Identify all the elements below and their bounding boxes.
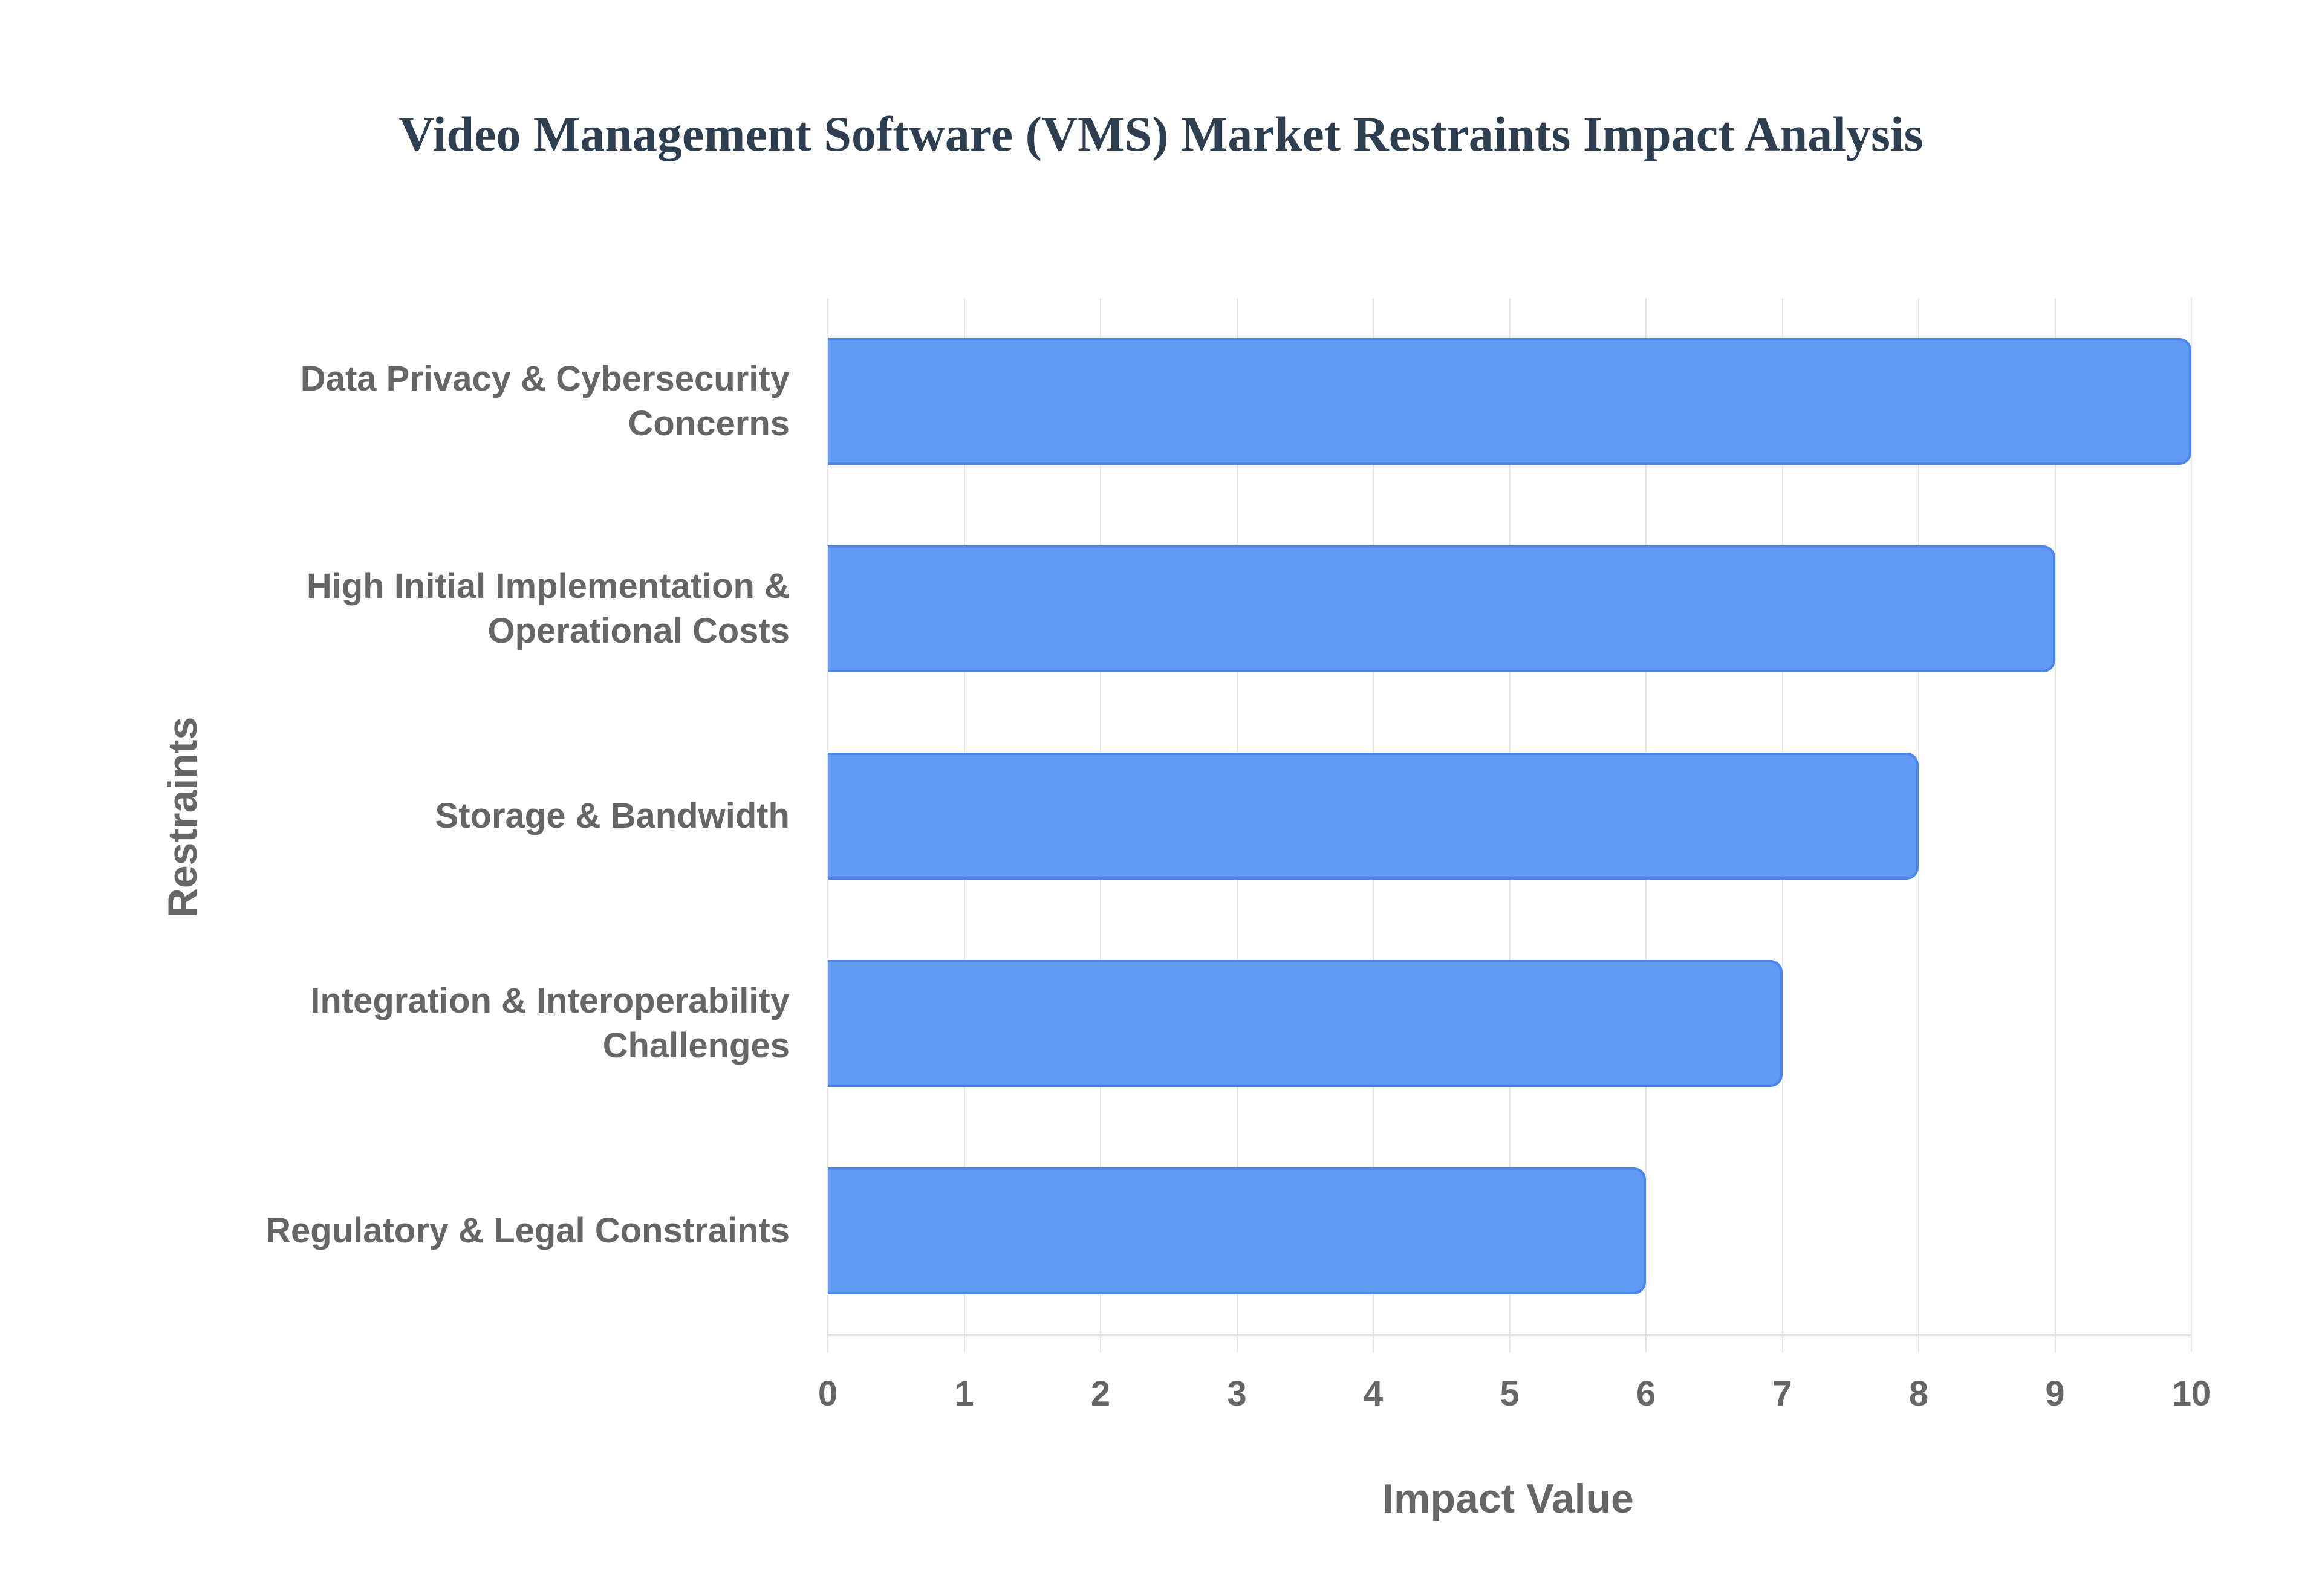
x-tick-label: 5 — [1500, 1374, 1520, 1413]
y-tick-label: Regulatory & Legal Constraints — [265, 1210, 790, 1250]
y-tick-label: Data Privacy & Cybersecurity Concerns — [300, 359, 790, 444]
y-tick-label: High Initial Implementation & Operational… — [306, 566, 790, 651]
plot-area — [827, 298, 2192, 1352]
chart-title: Video Management Software (VMS) Market R… — [398, 106, 1924, 161]
gridline — [1918, 298, 1919, 1352]
x-tick-label: 7 — [1772, 1374, 1792, 1413]
x-tick-label: 8 — [1908, 1374, 1929, 1413]
x-tick-label: 6 — [1636, 1374, 1656, 1413]
y-tick-label: Integration & Interoperability Challenges — [310, 981, 790, 1065]
x-tick-label: 2 — [1090, 1374, 1111, 1413]
bar[interactable] — [828, 959, 1783, 1087]
gridline — [2191, 298, 2192, 1352]
x-tick-label: 10 — [2171, 1374, 2211, 1413]
bar[interactable] — [828, 338, 2191, 465]
x-tick-label: 9 — [2045, 1374, 2065, 1413]
x-tick-label: 1 — [954, 1374, 974, 1413]
bar[interactable] — [828, 753, 1919, 880]
x-axis-line — [828, 1334, 2191, 1336]
y-tick-label: Storage & Bandwidth — [435, 796, 790, 835]
bar[interactable] — [828, 545, 2055, 673]
x-tick-label: 4 — [1363, 1374, 1384, 1413]
x-tick-label: 3 — [1227, 1374, 1247, 1413]
x-axis-title: Impact Value — [1382, 1476, 1634, 1522]
bar[interactable] — [828, 1167, 1646, 1294]
gridline — [2054, 298, 2056, 1352]
x-tick-label: 0 — [818, 1374, 838, 1413]
